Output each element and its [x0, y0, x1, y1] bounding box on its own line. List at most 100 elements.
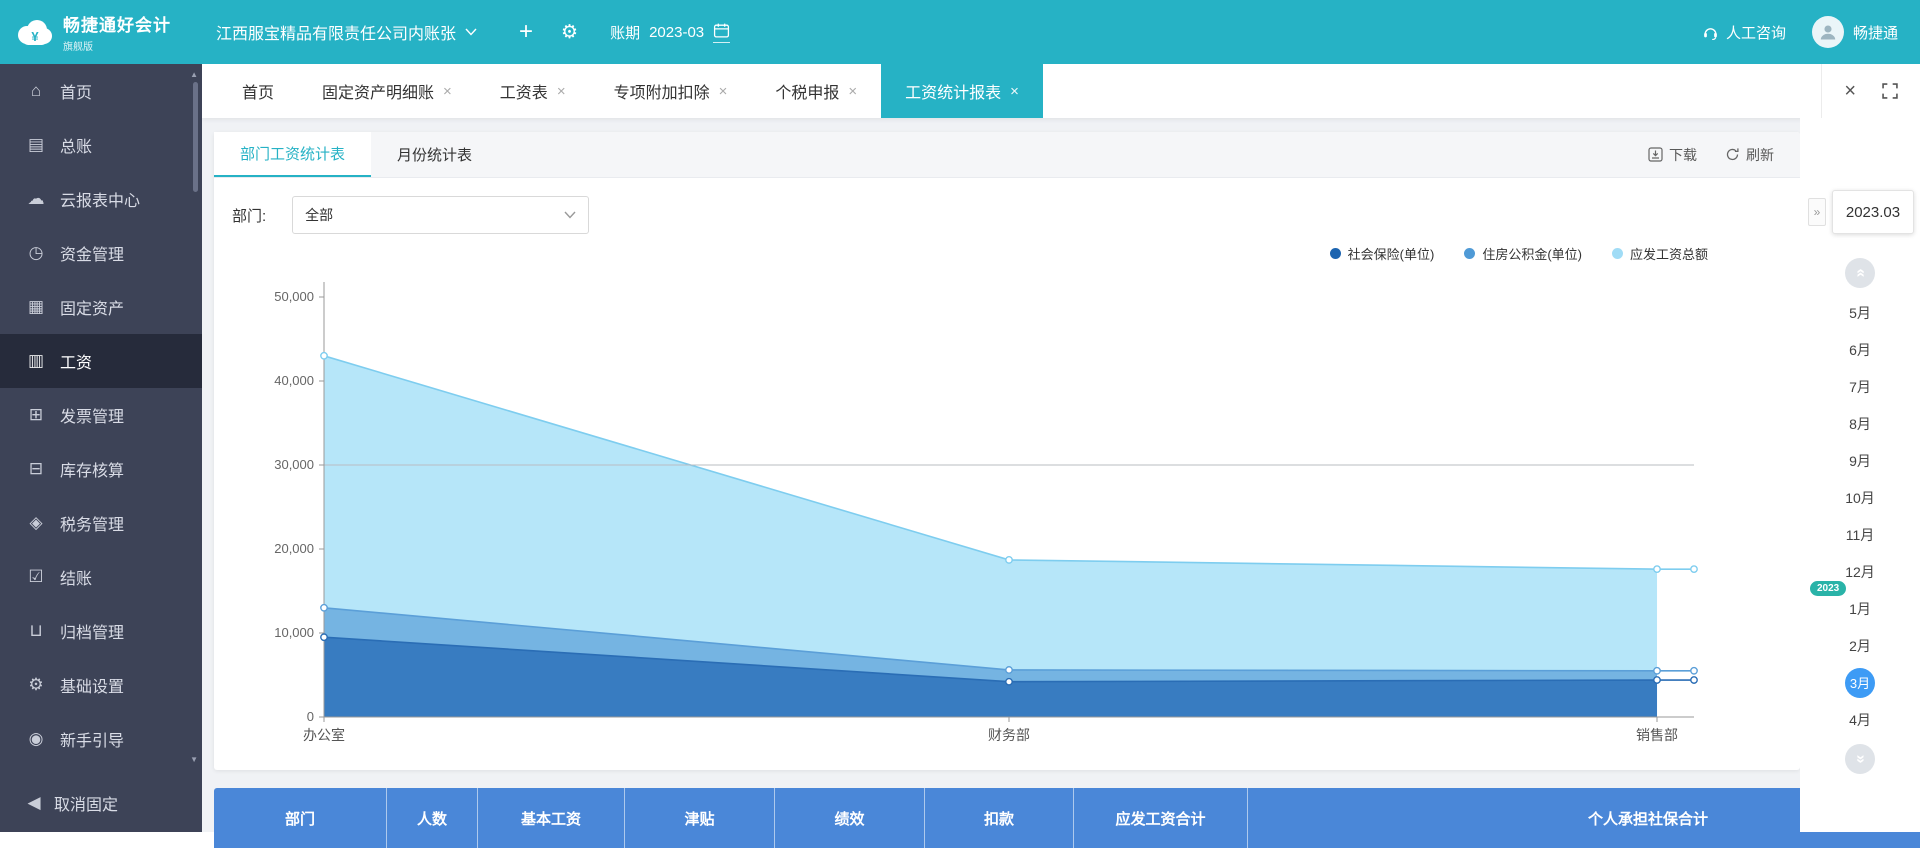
fixed-assets-icon: ▦: [26, 297, 46, 317]
legend-dot: [1330, 248, 1341, 259]
tab-personal-tax[interactable]: 个税申报×: [751, 64, 881, 118]
tabbar: 首页固定资产明细账×工资表×专项附加扣除×个税申报×工资统计报表× ×: [202, 64, 1920, 118]
general-ledger-icon: ▤: [26, 135, 46, 155]
sidebar-item-home[interactable]: ⌂首页: [0, 64, 202, 118]
month-item-2[interactable]: 2月: [1800, 627, 1920, 664]
tab-home[interactable]: 首页: [218, 64, 298, 118]
month-item-9[interactable]: 9月: [1800, 442, 1920, 479]
sidebar-item-tax[interactable]: ◈税务管理: [0, 496, 202, 550]
sidebar-item-general-ledger[interactable]: ▤总账: [0, 118, 202, 172]
download-icon: [1648, 147, 1663, 162]
month-item-6[interactable]: 6月: [1800, 331, 1920, 368]
refresh-button[interactable]: 刷新: [1725, 145, 1774, 165]
subtab-list: 部门工资统计表月份统计表: [214, 132, 498, 177]
tab-special-deduction[interactable]: 专项附加扣除×: [590, 64, 752, 118]
current-period-box[interactable]: 2023.03: [1832, 190, 1914, 234]
collapse-rail-button[interactable]: »: [1808, 198, 1826, 226]
report-card: 部门工资统计表月份统计表 下载 刷新: [214, 132, 1800, 770]
chevron-down-icon: «: [1852, 755, 1868, 764]
tab-salary-report[interactable]: 工资统计报表×: [881, 64, 1043, 118]
settings-gear-icon[interactable]: ⚙: [561, 23, 578, 42]
sidebar-scrollbar[interactable]: [193, 82, 198, 192]
month-item-8[interactable]: 8月: [1800, 405, 1920, 442]
period-value: 2023-03: [649, 24, 704, 41]
tab-label: 工资表: [500, 79, 548, 103]
collapse-icon: »: [1814, 205, 1821, 219]
month-scroll-up-button[interactable]: «: [1845, 258, 1875, 288]
subtab-month-statistics[interactable]: 月份统计表: [371, 132, 498, 177]
svg-text:10,000: 10,000: [274, 625, 314, 640]
tab-close-icon[interactable]: ×: [848, 83, 857, 100]
avatar[interactable]: [1812, 16, 1844, 48]
user-name[interactable]: 畅捷通: [1853, 22, 1898, 43]
card-toolbar: 下载 刷新: [1648, 132, 1800, 177]
month-item-10[interactable]: 10月: [1800, 479, 1920, 516]
sidebar-item-inventory[interactable]: ⊟库存核算: [0, 442, 202, 496]
tab-label: 首页: [242, 79, 274, 103]
unpin-icon: ◀: [24, 793, 44, 813]
tab-close-icon[interactable]: ×: [443, 83, 452, 100]
calendar-icon[interactable]: [713, 22, 730, 43]
sidebar-item-salary[interactable]: ▥工资: [0, 334, 202, 388]
sidebar-item-funds[interactable]: ◷资金管理: [0, 226, 202, 280]
month-item-11[interactable]: 11月: [1800, 516, 1920, 553]
svg-text:50,000: 50,000: [274, 289, 314, 304]
sidebar-item-archive[interactable]: ⊔归档管理: [0, 604, 202, 658]
month-label: 2月: [1849, 636, 1871, 656]
month-item-5[interactable]: 5月: [1800, 294, 1920, 331]
tab-salary-sheet[interactable]: 工资表 ×: [476, 64, 590, 118]
month-item-3[interactable]: 3月: [1800, 664, 1920, 701]
guide-icon: ◉: [26, 729, 46, 749]
sidebar-scroll-up-icon[interactable]: ▲: [190, 70, 198, 79]
subtab-department-salary[interactable]: 部门工资统计表: [214, 132, 371, 177]
month-label: 8月: [1849, 414, 1871, 434]
sidebar-item-invoice[interactable]: ⊞发票管理: [0, 388, 202, 442]
app-edition: 旗舰版: [63, 38, 171, 53]
unpin-sidebar-button[interactable]: ◀ 取消固定: [0, 774, 202, 832]
chevron-down-icon: [465, 28, 477, 36]
svg-text:40,000: 40,000: [274, 373, 314, 388]
month-item-7[interactable]: 7月: [1800, 368, 1920, 405]
legend-item: 应发工资总额: [1612, 244, 1708, 263]
inventory-icon: ⊟: [26, 459, 46, 479]
tab-close-icon[interactable]: ×: [719, 83, 728, 100]
legend-dot: [1464, 248, 1475, 259]
sidebar-item-fixed-assets[interactable]: ▦ 固定资产: [0, 280, 202, 334]
tab-close-icon[interactable]: ×: [557, 83, 566, 100]
sidebar-menu: ⌂首页▤总账☁云报表中心◷资金管理 ▦ 固定资产 ▥工资⊞发票管理⊟库存核算◈税务管理…: [0, 64, 202, 766]
department-filter-select[interactable]: 全部: [292, 196, 589, 234]
period-selector[interactable]: 账期 2023-03: [610, 22, 730, 43]
month-scroll-down-button[interactable]: «: [1845, 744, 1875, 774]
company-selector[interactable]: 江西服宝精品有限责任公司内账张: [216, 20, 477, 44]
help-link[interactable]: 人工咨询: [1702, 22, 1786, 43]
download-button[interactable]: 下载: [1648, 145, 1697, 165]
svg-text:30,000: 30,000: [274, 457, 314, 472]
sidebar-item-closing[interactable]: ☑结账: [0, 550, 202, 604]
table-col-headcount: 人数: [387, 788, 478, 848]
download-label: 下载: [1669, 145, 1697, 165]
add-account-button[interactable]: +: [519, 20, 533, 44]
salary-icon: ▥: [26, 351, 46, 371]
app-logo: ¥ 畅捷通好会计 旗舰版: [0, 0, 202, 64]
sidebar-item-guide[interactable]: ◉ 新手引导: [0, 712, 202, 766]
fullscreen-icon[interactable]: [1882, 83, 1898, 99]
tab-label: 固定资产明细账: [322, 79, 434, 103]
cloud-reports-icon: ☁: [26, 189, 46, 209]
sidebar-item-label: 固定资产: [60, 295, 124, 319]
svg-text:销售部: 销售部: [1636, 727, 1678, 743]
tab-close-icon[interactable]: ×: [1010, 83, 1019, 100]
company-name: 江西服宝精品有限责任公司内账张: [216, 20, 456, 44]
tab-fixed-asset-ledger[interactable]: 固定资产明细账 ×: [298, 64, 476, 118]
table-col-base-salary: 基本工资: [478, 788, 625, 848]
subtab-strip: 部门工资统计表月份统计表 下载 刷新: [214, 132, 1800, 178]
close-tab-icon[interactable]: ×: [1844, 81, 1856, 101]
sidebar-item-cloud-reports[interactable]: ☁云报表中心: [0, 172, 202, 226]
legend-label: 应发工资总额: [1630, 244, 1708, 263]
month-label: 11月: [1846, 525, 1875, 545]
sidebar-scroll-down-icon[interactable]: ▼: [190, 755, 198, 764]
topbar: ¥ 畅捷通好会计 旗舰版 江西服宝精品有限责任公司内账张 + ⚙ 账期 2023…: [0, 0, 1920, 64]
month-item-4[interactable]: 4月: [1800, 701, 1920, 738]
month-label: 1月: [1849, 599, 1871, 619]
sidebar-item-settings[interactable]: ⚙基础设置: [0, 658, 202, 712]
sidebar-item-label: 新手引导: [60, 727, 124, 751]
